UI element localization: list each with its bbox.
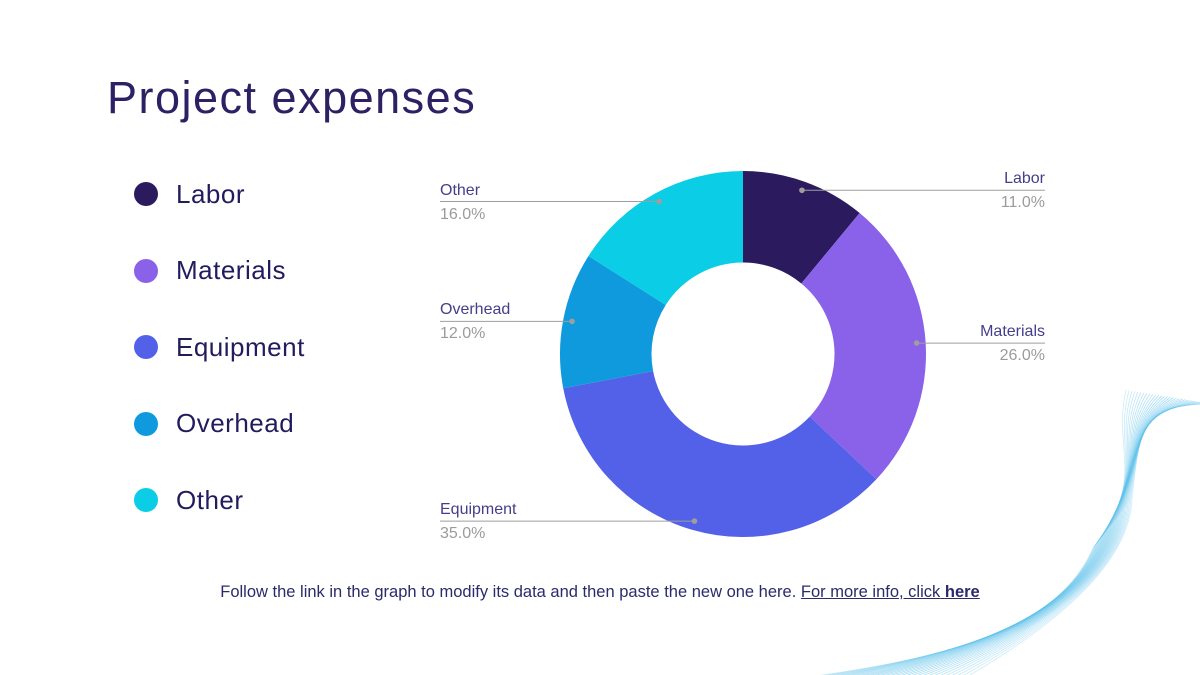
legend-color-dot bbox=[134, 335, 158, 359]
slice-label-overhead: Overhead 12.0% bbox=[440, 300, 510, 344]
slice-label-materials: Materials 26.0% bbox=[980, 322, 1045, 366]
legend-item-label: Materials bbox=[176, 255, 286, 285]
slice-label-pct: 16.0% bbox=[440, 205, 486, 223]
legend-color-dot bbox=[134, 258, 158, 283]
legend-color-dot bbox=[134, 182, 158, 206]
slice-label-other: Other 16.0% bbox=[440, 181, 485, 225]
slice-label-pct: 35.0% bbox=[440, 525, 486, 543]
leader-dot-other bbox=[656, 198, 662, 205]
slice-label-equipment: Equipment 35.0% bbox=[440, 500, 517, 544]
slice-label-pct: 26.0% bbox=[999, 347, 1045, 365]
slice-label-name: Labor bbox=[1004, 170, 1045, 188]
donut-slice-labor[interactable] bbox=[743, 171, 860, 284]
legend-item-materials: Materials bbox=[134, 255, 305, 286]
legend-item-label: Equipment bbox=[176, 331, 305, 362]
legend-item-labor: Labor bbox=[134, 179, 305, 209]
slice-label-name: Materials bbox=[980, 323, 1045, 341]
footer-link[interactable]: For more info, click here bbox=[801, 583, 980, 601]
slice-label-labor: Labor 11.0% bbox=[1001, 169, 1045, 213]
legend-item-label: Overhead bbox=[176, 408, 295, 438]
leader-dot-labor bbox=[799, 187, 805, 194]
slice-label-pct: 12.0% bbox=[440, 325, 486, 343]
legend-color-dot bbox=[134, 488, 158, 512]
leader-dot-materials bbox=[913, 340, 920, 346]
footer-link-text: For more info, click bbox=[800, 583, 941, 601]
slice-label-name: Equipment bbox=[440, 501, 517, 519]
legend-item-label: Other bbox=[176, 484, 244, 515]
legend-color-dot bbox=[134, 411, 158, 436]
footer-note: Follow the link in the graph to modify i… bbox=[0, 583, 1200, 602]
slice-label-name: Other bbox=[440, 181, 481, 199]
donut-slice-other[interactable] bbox=[588, 171, 743, 305]
legend-item-equipment: Equipment bbox=[134, 332, 305, 362]
page-title: Project expenses bbox=[107, 72, 477, 123]
leader-dot-equipment bbox=[691, 518, 698, 524]
donut-slice-equipment[interactable] bbox=[563, 371, 877, 537]
slice-label-name: Overhead bbox=[440, 301, 511, 319]
chart-legend: Labor Materials Equipment Overhead Other bbox=[134, 179, 305, 562]
footer-text: Follow the link in the graph to modify i… bbox=[220, 583, 797, 601]
leader-dot-overhead bbox=[569, 318, 575, 325]
legend-item-label: Labor bbox=[176, 178, 245, 209]
legend-item-other: Other bbox=[134, 485, 305, 515]
legend-item-overhead: Overhead bbox=[134, 408, 305, 439]
footer-link-bold: here bbox=[944, 583, 980, 601]
slice-label-pct: 11.0% bbox=[1000, 194, 1045, 212]
donut-slice-overhead[interactable] bbox=[560, 255, 666, 389]
